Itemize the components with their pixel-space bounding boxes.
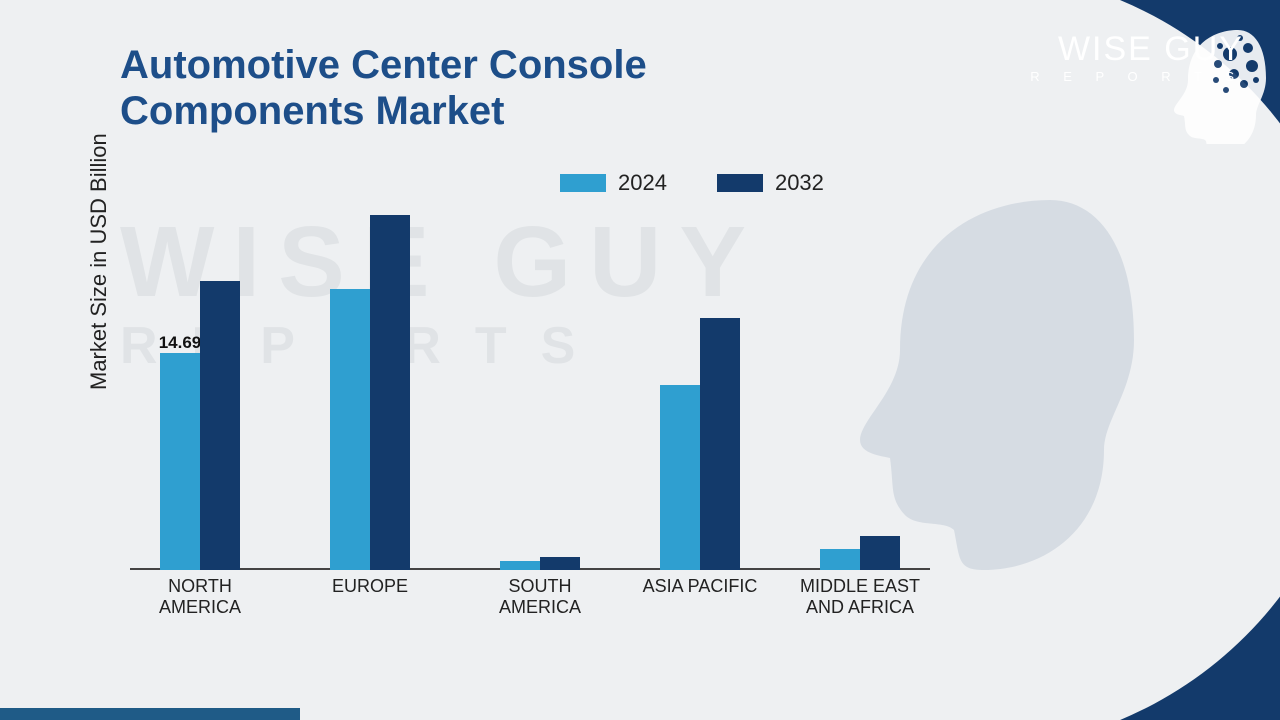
legend-swatch-b [717,174,763,192]
bar-series-a [500,561,540,570]
category-label: ASIA PACIFIC [630,570,770,597]
category-label: NORTH AMERICA [130,570,270,617]
bar-series-b [200,281,240,570]
legend-label-b: 2032 [775,170,824,196]
infographic-stage: WISE GUY REPORTS Automotive Center Conso… [0,0,1280,720]
legend-item-2032: 2032 [717,170,824,196]
bar-series-a [660,385,700,570]
bottom-accent-bar [0,708,300,720]
y-axis-label: Market Size in USD Billion [86,133,112,390]
legend-label-a: 2024 [618,170,667,196]
category-label: EUROPE [300,570,440,597]
bar-series-b [860,536,900,570]
bar-series-b [700,318,740,570]
legend-swatch-a [560,174,606,192]
brand-logo: WISE GUY R E P O R T S [1030,30,1244,84]
bar-series-b [540,557,580,570]
chart-plot-area: 14.69NORTH AMERICAEUROPESOUTH AMERICAASI… [130,200,930,570]
chart-title: Automotive Center Console Components Mar… [120,42,760,134]
category-label: SOUTH AMERICA [470,570,610,617]
bar-series-a [820,549,860,570]
legend-item-2024: 2024 [560,170,667,196]
bar-series-a: 14.69 [160,353,200,570]
logo-line1: WISE GUY [1030,30,1244,69]
category-label: MIDDLE EAST AND AFRICA [790,570,930,617]
bar-series-a [330,289,370,570]
chart-legend: 2024 2032 [560,170,824,196]
logo-line2: R E P O R T S [1030,69,1244,84]
bar-series-b [370,215,410,570]
